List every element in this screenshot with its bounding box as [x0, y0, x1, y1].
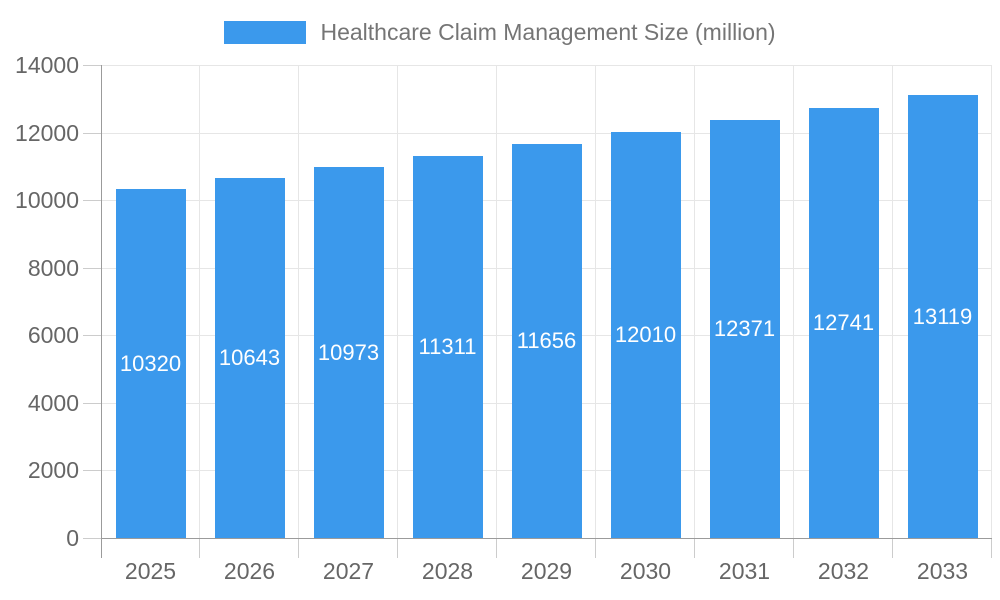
x-tick-6	[694, 539, 695, 558]
bar-2028[interactable]: 11311	[412, 156, 483, 538]
v-gridline-8	[892, 65, 893, 538]
x-tick-5	[595, 539, 596, 558]
bar-value-label-2028: 11311	[418, 334, 477, 359]
x-tick-4	[496, 539, 497, 558]
bar-value-label-2029: 11656	[516, 328, 577, 353]
bar-2029[interactable]: 11656	[511, 144, 582, 538]
v-gridline-7	[793, 65, 794, 538]
bar-value-label-2027: 10973	[317, 339, 380, 365]
y-tick-12000	[83, 132, 101, 134]
bar-value-label-2033: 13119	[912, 303, 973, 329]
x-axis-label-2025: 2025	[124, 558, 177, 584]
x-axis-label-2033: 2033	[916, 558, 969, 584]
y-axis-label-8000: 8000	[27, 254, 79, 281]
y-axis-label-14000: 14000	[15, 52, 79, 78]
x-tick-1	[199, 539, 200, 558]
y-axis-label-6000: 6000	[27, 322, 79, 349]
y-axis-label-0: 0	[66, 525, 79, 551]
v-gridline-3	[397, 65, 398, 538]
y-axis-label-4000: 4000	[27, 389, 79, 416]
y-tick-8000	[83, 267, 101, 269]
v-gridline-2	[298, 65, 299, 538]
bar-2025[interactable]: 10320	[115, 189, 186, 538]
y-axis-label-10000: 10000	[15, 187, 79, 214]
y-axis-label-2000: 2000	[27, 457, 79, 484]
bar-value-label-2031: 12371	[713, 316, 776, 341]
x-axis-label-2028: 2028	[421, 558, 474, 584]
v-gridline-6	[694, 65, 695, 538]
h-gridline-14000	[101, 65, 992, 66]
x-axis-label-2031: 2031	[718, 558, 771, 584]
legend-label: Healthcare Claim Management Size (millio…	[320, 19, 776, 45]
x-tick-9	[991, 539, 992, 558]
y-tick-2000	[83, 470, 101, 472]
y-tick-6000	[83, 335, 101, 337]
bar-2030[interactable]: 12010	[610, 132, 681, 538]
bar-2027[interactable]: 10973	[313, 167, 384, 538]
y-tick-14000	[83, 65, 101, 66]
x-axis-label-2027: 2027	[322, 558, 375, 584]
v-gridline-4	[496, 65, 497, 538]
v-gridline-5	[595, 65, 596, 538]
bar-2026[interactable]: 10643	[214, 178, 285, 538]
x-tick-3	[397, 539, 398, 558]
x-axis-line	[101, 538, 992, 539]
x-axis-label-2032: 2032	[817, 558, 870, 584]
bar-2033[interactable]: 13119	[907, 95, 978, 538]
x-axis-label-2029: 2029	[520, 558, 573, 584]
bar-value-label-2032: 12741	[812, 310, 875, 335]
v-gridline-9	[991, 65, 992, 538]
x-tick-2	[298, 539, 299, 558]
plot-area: 10320 10643 10973 11311 11656 12010 12371 12741…	[101, 65, 992, 538]
bar-value-label-2026: 10643	[218, 345, 281, 370]
y-tick-0	[83, 538, 101, 539]
v-gridline-1	[199, 65, 200, 538]
y-tick-4000	[83, 402, 101, 404]
y-axis-line	[101, 65, 102, 558]
legend[interactable]: Healthcare Claim Management Size (millio…	[0, 18, 1000, 46]
bar-value-label-2030: 12010	[614, 322, 677, 347]
legend-swatch	[224, 20, 307, 44]
x-axis-label-2026: 2026	[223, 558, 276, 584]
bar-2032[interactable]: 12741	[808, 108, 879, 538]
bar-2031[interactable]: 12371	[709, 120, 780, 538]
y-tick-10000	[83, 200, 101, 202]
x-axis-label-2030: 2030	[619, 558, 672, 584]
x-tick-8	[892, 539, 893, 558]
y-axis-label-12000: 12000	[15, 119, 79, 146]
h-gridline-12000	[101, 132, 992, 134]
x-tick-7	[793, 539, 794, 558]
bar-value-label-2025: 10320	[119, 350, 182, 376]
